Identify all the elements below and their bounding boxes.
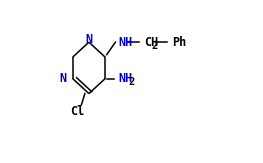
Text: N: N (85, 32, 92, 45)
Text: 2: 2 (128, 77, 134, 87)
Text: N: N (59, 72, 67, 85)
Text: NH: NH (118, 36, 133, 49)
Text: 2: 2 (151, 41, 158, 51)
Text: NH: NH (118, 72, 133, 85)
Text: Cl: Cl (70, 105, 85, 118)
Text: CH: CH (144, 36, 158, 49)
Text: Ph: Ph (173, 36, 187, 49)
